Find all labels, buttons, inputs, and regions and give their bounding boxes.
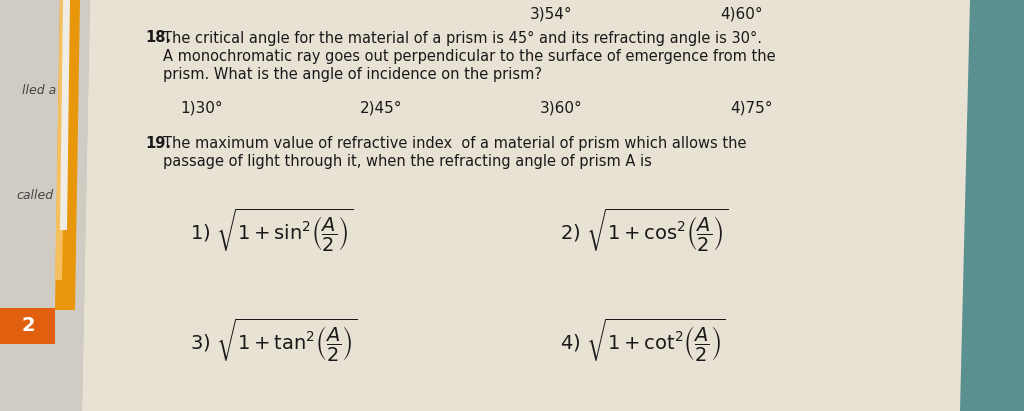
Text: $2)\ \sqrt{1+\cos^{2}\!\left(\dfrac{A}{2}\right)}$: $2)\ \sqrt{1+\cos^{2}\!\left(\dfrac{A}{2…: [560, 206, 728, 254]
Text: 3)60°: 3)60°: [540, 101, 583, 115]
Polygon shape: [0, 0, 90, 411]
Text: passage of light through it, when the refracting angle of prism A is: passage of light through it, when the re…: [163, 153, 652, 169]
Text: 4)75°: 4)75°: [730, 101, 772, 115]
Text: 1)30°: 1)30°: [180, 101, 222, 115]
FancyBboxPatch shape: [0, 308, 55, 344]
Text: $3)\ \sqrt{1+\tan^{2}\!\left(\dfrac{A}{2}\right)}$: $3)\ \sqrt{1+\tan^{2}\!\left(\dfrac{A}{2…: [190, 316, 357, 364]
FancyBboxPatch shape: [880, 0, 1024, 411]
Polygon shape: [60, 0, 70, 230]
Text: $4)\ \sqrt{1+\cot^{2}\!\left(\dfrac{A}{2}\right)}$: $4)\ \sqrt{1+\cot^{2}\!\left(\dfrac{A}{2…: [560, 316, 726, 364]
Text: The critical angle for the material of a prism is 45° and its refracting angle i: The critical angle for the material of a…: [163, 30, 762, 46]
Text: $1)\ \sqrt{1+\sin^{2}\!\left(\dfrac{A}{2}\right)}$: $1)\ \sqrt{1+\sin^{2}\!\left(\dfrac{A}{2…: [190, 206, 353, 254]
Text: 3)54°: 3)54°: [530, 7, 572, 21]
Polygon shape: [55, 0, 80, 310]
Text: 18.: 18.: [145, 30, 171, 46]
Text: called: called: [16, 189, 53, 201]
Text: 4)60°: 4)60°: [720, 7, 763, 21]
Text: lled a: lled a: [22, 83, 56, 97]
Text: 19.: 19.: [145, 136, 171, 150]
Text: 2)45°: 2)45°: [360, 101, 402, 115]
Polygon shape: [55, 0, 67, 280]
Text: prism. What is the angle of incidence on the prism?: prism. What is the angle of incidence on…: [163, 67, 542, 83]
Polygon shape: [82, 0, 970, 411]
Text: The maximum value of refractive index  of a material of prism which allows the: The maximum value of refractive index of…: [163, 136, 746, 150]
Text: 2: 2: [22, 316, 35, 335]
Text: A monochromatic ray goes out perpendicular to the surface of emergence from the: A monochromatic ray goes out perpendicul…: [163, 49, 775, 65]
